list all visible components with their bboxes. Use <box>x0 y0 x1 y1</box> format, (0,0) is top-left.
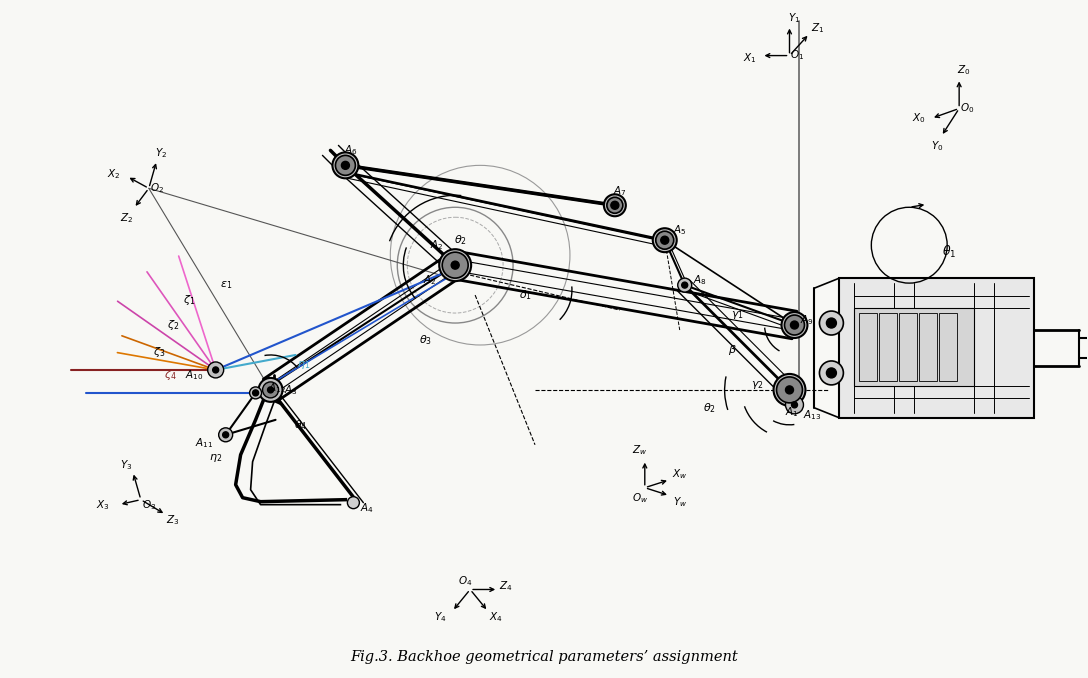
Text: $A_5$: $A_5$ <box>673 223 687 237</box>
Text: $\gamma_2$: $\gamma_2$ <box>751 379 764 391</box>
Text: $Y_4$: $Y_4$ <box>434 610 446 624</box>
Text: $A_7$: $A_7$ <box>613 184 627 198</box>
Circle shape <box>333 153 358 178</box>
Text: $A_8$: $A_8$ <box>693 273 706 287</box>
Circle shape <box>610 201 619 210</box>
Text: $A_{10}$: $A_{10}$ <box>185 368 203 382</box>
Text: $Z_3$: $Z_3$ <box>166 513 180 527</box>
Circle shape <box>208 362 224 378</box>
Text: $X_0$: $X_0$ <box>913 112 926 125</box>
Circle shape <box>682 282 688 288</box>
Circle shape <box>656 231 673 250</box>
Text: $O_4$: $O_4$ <box>458 574 472 589</box>
Circle shape <box>440 250 471 281</box>
Bar <box>900 313 917 381</box>
Circle shape <box>791 321 799 329</box>
Text: $A_{12}$: $A_{12}$ <box>269 381 286 395</box>
Circle shape <box>786 396 803 414</box>
Text: $X_2$: $X_2$ <box>108 167 121 181</box>
Text: $X_4$: $X_4$ <box>490 610 503 624</box>
Text: $Y_0$: $Y_0$ <box>931 140 943 153</box>
Text: $X_1$: $X_1$ <box>743 52 756 66</box>
Circle shape <box>774 374 805 406</box>
Circle shape <box>786 386 793 394</box>
Circle shape <box>252 390 259 396</box>
Circle shape <box>219 428 233 442</box>
Text: $\gamma_1$: $\gamma_1$ <box>731 309 744 321</box>
Text: $Y_2$: $Y_2$ <box>154 146 166 160</box>
Text: $Z_2$: $Z_2$ <box>121 212 134 225</box>
Bar <box>860 313 877 381</box>
Circle shape <box>259 378 283 402</box>
Text: $Z_4$: $Z_4$ <box>499 580 512 593</box>
Circle shape <box>347 497 359 508</box>
Text: $Y_1$: $Y_1$ <box>789 11 801 24</box>
Text: $A_2$: $A_2$ <box>423 273 437 287</box>
Text: $O_0$: $O_0$ <box>960 102 974 115</box>
Circle shape <box>342 161 349 170</box>
Text: $\eta_1$: $\eta_1$ <box>297 359 310 371</box>
Text: $A_9$: $A_9$ <box>800 313 814 327</box>
Circle shape <box>827 318 837 328</box>
Text: $\theta_4$: $\theta_4$ <box>294 418 307 432</box>
Circle shape <box>268 387 273 393</box>
Circle shape <box>223 432 228 438</box>
Circle shape <box>777 377 803 403</box>
Text: $O_3$: $O_3$ <box>141 498 156 512</box>
Circle shape <box>660 236 669 244</box>
Bar <box>919 313 937 381</box>
Circle shape <box>212 367 219 373</box>
Text: $\zeta_3$: $\zeta_3$ <box>152 345 165 359</box>
Text: $A_6$: $A_6$ <box>344 144 357 157</box>
Text: $\zeta_1$: $\zeta_1$ <box>183 293 195 307</box>
Circle shape <box>819 361 843 385</box>
Circle shape <box>249 387 261 399</box>
Text: $A_{11}$: $A_{11}$ <box>195 436 213 450</box>
Text: Fig.3. Backhoe geometrical parameters’ assignment: Fig.3. Backhoe geometrical parameters’ a… <box>350 650 738 664</box>
Text: $Z_0$: $Z_0$ <box>957 64 970 77</box>
Bar <box>840 278 1034 418</box>
Circle shape <box>604 195 626 216</box>
Circle shape <box>791 402 798 408</box>
Text: $Z_1$: $Z_1$ <box>811 21 824 35</box>
Circle shape <box>827 368 837 378</box>
Circle shape <box>784 315 804 335</box>
Text: $A_2$: $A_2$ <box>431 238 444 252</box>
Text: $A_{13}$: $A_{13}$ <box>803 408 821 422</box>
Circle shape <box>607 197 622 214</box>
Circle shape <box>335 155 356 176</box>
Text: $\zeta_2$: $\zeta_2$ <box>166 318 178 332</box>
Text: $\theta_1$: $\theta_1$ <box>942 244 956 260</box>
Text: $O_1$: $O_1$ <box>790 49 804 62</box>
Text: $\eta_2$: $\eta_2$ <box>209 452 222 464</box>
Text: $O_w$: $O_w$ <box>632 491 647 504</box>
Text: $X_3$: $X_3$ <box>96 498 110 512</box>
Circle shape <box>781 312 807 338</box>
Bar <box>879 313 898 381</box>
Circle shape <box>653 228 677 252</box>
Text: $\zeta_4$: $\zeta_4$ <box>164 368 177 382</box>
Text: $\delta_1$: $\delta_1$ <box>519 288 532 302</box>
Text: $\beta$: $\beta$ <box>728 343 737 357</box>
Bar <box>854 308 974 386</box>
Text: $Z_w$: $Z_w$ <box>632 443 647 457</box>
Text: $Y_w$: $Y_w$ <box>672 495 687 508</box>
Circle shape <box>442 252 468 278</box>
Circle shape <box>678 278 692 292</box>
Text: $Y_3$: $Y_3$ <box>120 458 132 472</box>
Bar <box>939 313 957 381</box>
Text: $O_2$: $O_2$ <box>150 182 164 195</box>
Circle shape <box>452 261 459 269</box>
Text: $\varepsilon_1$: $\varepsilon_1$ <box>220 279 232 291</box>
Circle shape <box>819 311 843 335</box>
Text: $\theta_2$: $\theta_2$ <box>703 401 716 415</box>
Text: $X_w$: $X_w$ <box>672 467 688 481</box>
Text: $A_4$: $A_4$ <box>360 501 374 515</box>
Text: $A_3$: $A_3$ <box>284 383 297 397</box>
Text: $\theta_3$: $\theta_3$ <box>419 333 432 347</box>
Text: $\theta_2$: $\theta_2$ <box>454 233 467 247</box>
Text: $A_1$: $A_1$ <box>784 405 799 419</box>
Circle shape <box>262 382 279 398</box>
